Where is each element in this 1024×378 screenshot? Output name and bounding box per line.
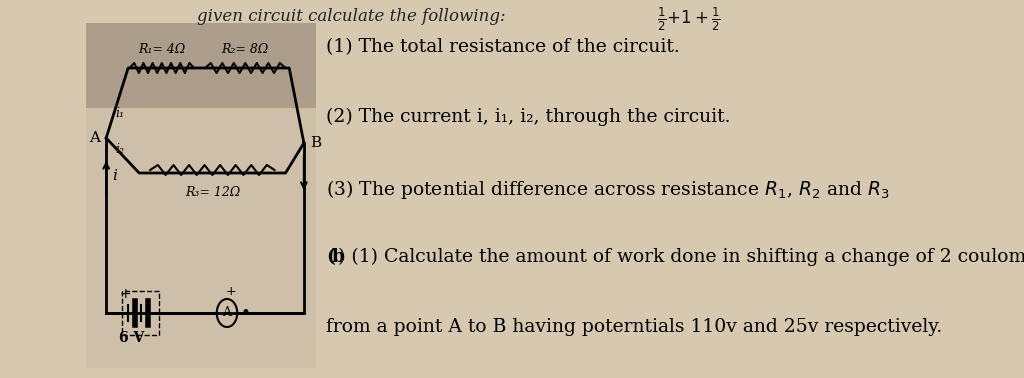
Text: from a point A to B having poterntials 110v and 25v respectively.: from a point A to B having poterntials 1… [326, 318, 942, 336]
Text: •: • [241, 304, 250, 322]
Text: +: + [120, 287, 131, 301]
Text: 6 V: 6 V [119, 331, 144, 345]
Bar [86, 23, 316, 108]
Text: R₃= 12Ω: R₃= 12Ω [184, 186, 240, 199]
Text: (3) The potential difference across resistance $R_1$, $R_2$ and $R_3$: (3) The potential difference across resi… [326, 178, 890, 201]
Text: $\frac{1}{2}$$+1+\frac{1}{2}$: $\frac{1}{2}$$+1+\frac{1}{2}$ [657, 6, 721, 33]
Text: b: b [332, 248, 345, 266]
Text: i₁: i₁ [115, 107, 124, 120]
Text: A: A [222, 307, 231, 319]
Text: (2) The current i, i₁, i₂, through the circuit.: (2) The current i, i₁, i₂, through the c… [326, 108, 730, 126]
Text: B: B [309, 136, 321, 150]
Text: R₁= 4Ω: R₁= 4Ω [138, 43, 185, 56]
Text: i₂: i₂ [115, 143, 124, 156]
Bar [122, 291, 159, 335]
Bar [86, 23, 316, 368]
Text: ) (1) Calculate the amount of work done in shifting a change of 2 coulombs: ) (1) Calculate the amount of work done … [338, 248, 1024, 266]
Text: +: + [225, 285, 236, 298]
Text: i: i [112, 169, 117, 183]
Text: given circuit calculate the following:: given circuit calculate the following: [198, 8, 506, 25]
Text: A: A [89, 131, 100, 145]
Text: (: ( [326, 248, 335, 266]
Text: (1) The total resistance of the circuit.: (1) The total resistance of the circuit. [326, 38, 680, 56]
Text: R₂= 8Ω: R₂= 8Ω [221, 43, 269, 56]
